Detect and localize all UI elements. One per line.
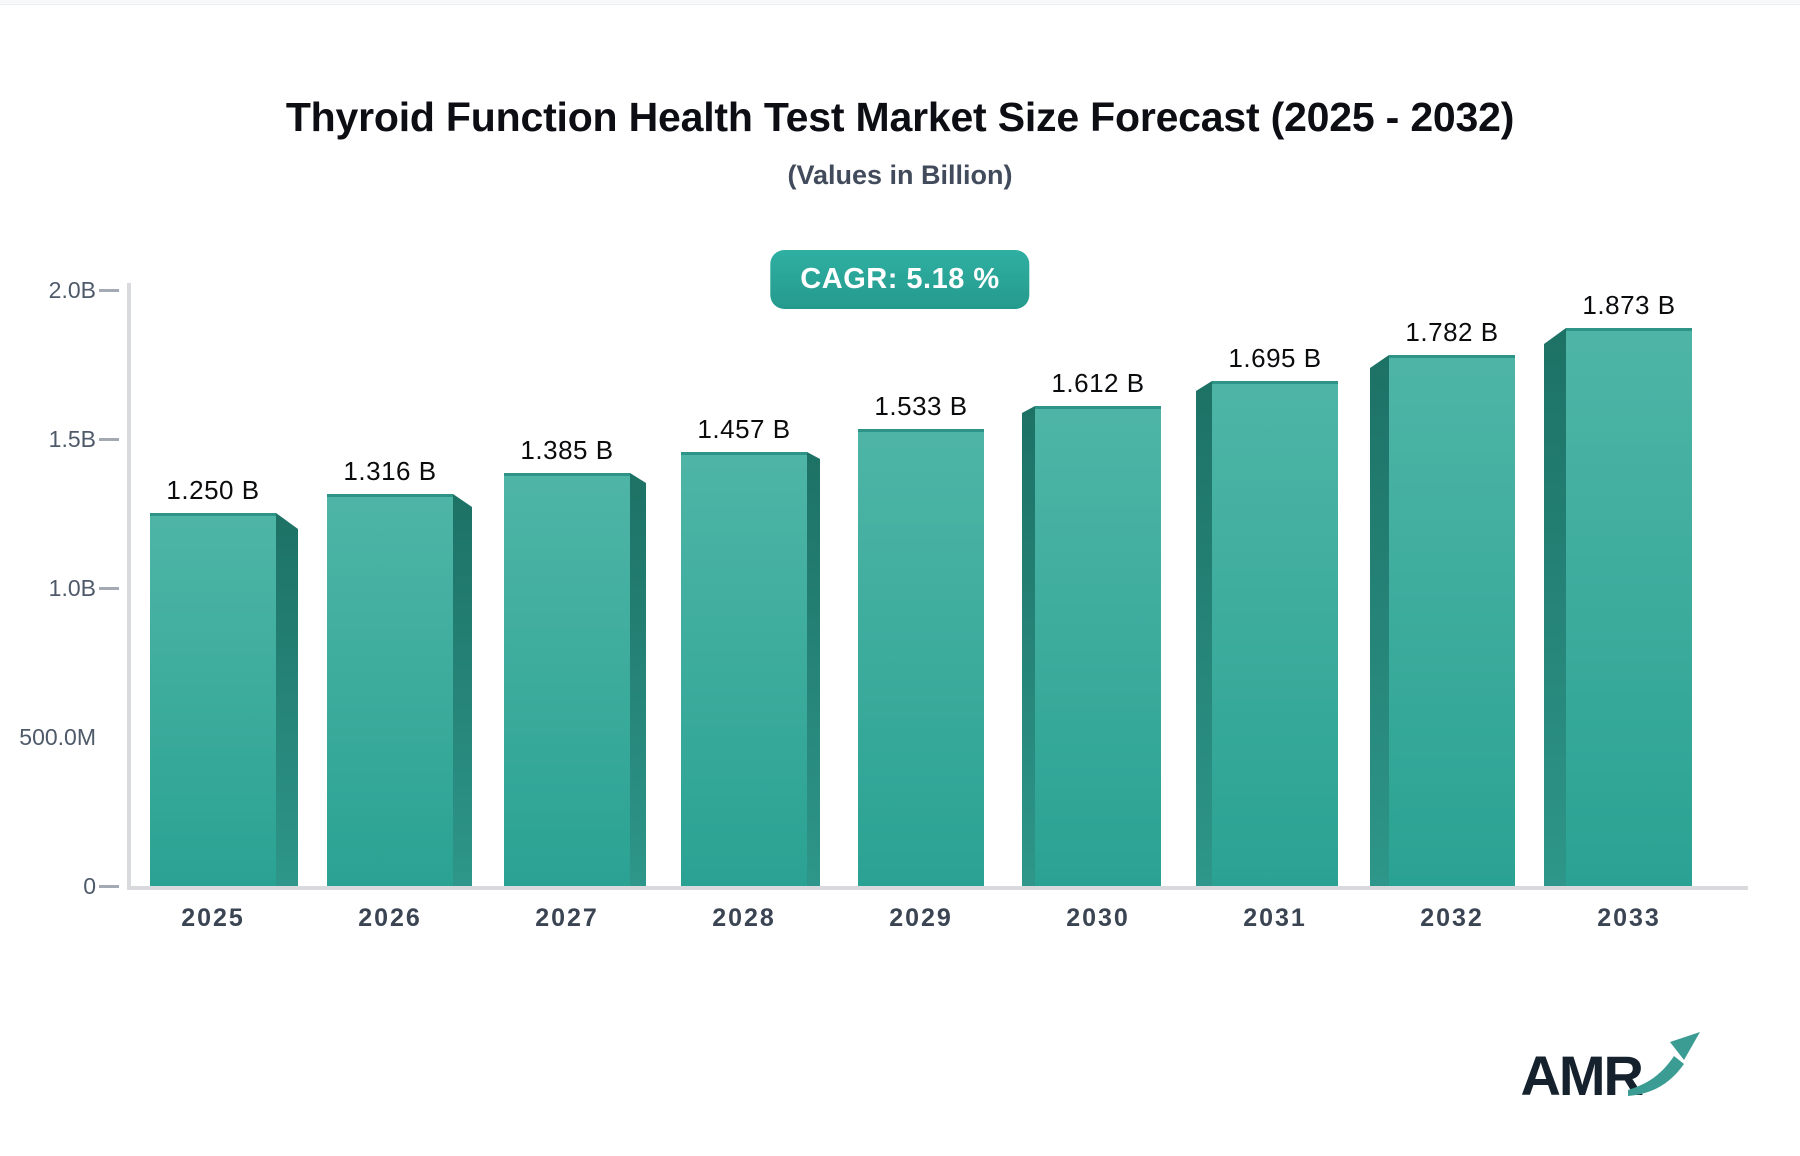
y-tick-dash	[99, 438, 119, 441]
bar-value-label: 1.457 B	[697, 414, 791, 444]
bar-side-shadow	[276, 513, 298, 886]
bar-value-label: 1.695 B	[1228, 343, 1322, 373]
bar-face-2033	[1566, 328, 1692, 886]
y-tick-dash	[99, 885, 119, 888]
amr-logo-arrow-icon	[1628, 1032, 1700, 1096]
bar-side-shadow	[453, 494, 472, 886]
y-tick-label: 500.0M	[19, 724, 96, 750]
y-tick-dash	[99, 289, 119, 292]
x-axis-label-2029: 2029	[889, 904, 953, 932]
bar-face-2030	[1035, 406, 1161, 886]
x-axis-label-2026: 2026	[358, 904, 422, 932]
y-axis-line	[127, 283, 131, 888]
bar-side-shadow	[1022, 406, 1035, 886]
bar-value-label: 1.533 B	[874, 391, 968, 421]
bar-side-shadow	[807, 452, 820, 886]
x-axis-label-2032: 2032	[1420, 904, 1484, 932]
bar-side-shadow	[1196, 381, 1212, 886]
amr-logo: AMR	[1520, 1030, 1704, 1104]
bar-face-2028	[681, 452, 807, 886]
amr-logo-text: AMR	[1520, 1044, 1644, 1107]
bar-value-label: 1.385 B	[520, 435, 614, 465]
bar-face-2029	[858, 429, 984, 886]
cagr-badge: CAGR: 5.18 %	[770, 250, 1030, 309]
bar-value-label: 1.782 B	[1405, 317, 1499, 347]
y-tick-label: 1.0B	[48, 575, 96, 601]
x-axis-line	[127, 886, 1748, 890]
y-tick-dash	[99, 587, 119, 590]
bar-face-2027	[504, 473, 630, 886]
x-axis-label-2028: 2028	[712, 904, 776, 932]
x-axis-label-2027: 2027	[535, 904, 599, 932]
top-strip	[0, 0, 1800, 5]
bar-side-shadow	[1544, 328, 1566, 886]
y-tick-label: 2.0B	[48, 277, 96, 303]
bar-value-label: 1.316 B	[343, 456, 437, 486]
bar-side-shadow	[1370, 355, 1389, 886]
bar-value-label: 1.612 B	[1051, 368, 1145, 398]
x-axis-label-2025: 2025	[181, 904, 245, 932]
bar-face-2032	[1389, 355, 1515, 886]
y-tick-label: 0	[83, 873, 96, 899]
x-axis-label-2031: 2031	[1243, 904, 1307, 932]
chart-title: Thyroid Function Health Test Market Size…	[285, 94, 1515, 140]
x-axis-label-2033: 2033	[1597, 904, 1661, 932]
bar-face-2026	[327, 494, 453, 886]
x-axis-label-2030: 2030	[1066, 904, 1130, 932]
y-tick-label: 1.5B	[48, 426, 96, 452]
bar-face-2025	[150, 513, 276, 886]
bar-face-2031	[1212, 381, 1338, 886]
chart-subtitle: (Values in Billion)	[787, 160, 1013, 190]
bar-value-label: 1.250 B	[166, 475, 260, 505]
bar-side-shadow	[630, 473, 646, 886]
bar-value-label: 1.873 B	[1582, 290, 1676, 320]
